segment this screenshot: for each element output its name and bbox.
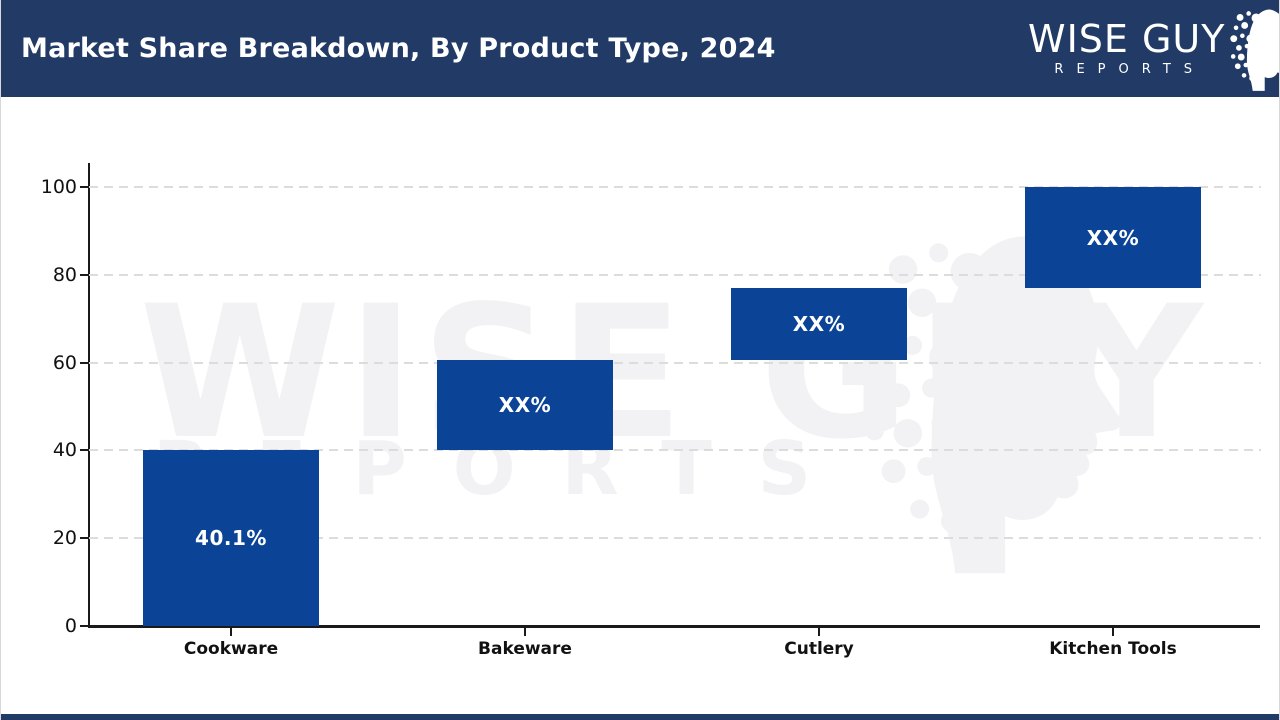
bar-value-label: 40.1% (195, 525, 267, 550)
y-axis-line (88, 163, 90, 627)
bar-value-label: XX% (792, 311, 846, 336)
x-category-label: Kitchen Tools (1049, 639, 1177, 659)
bar-value-label: XX% (1086, 225, 1140, 250)
logo-subtitle: REPORTS (1054, 62, 1206, 77)
footer-bar (1, 714, 1279, 720)
y-tick-label: 100 (40, 176, 77, 198)
header-bar: Market Share Breakdown, By Product Type,… (1, 0, 1279, 97)
x-tick (1112, 628, 1114, 636)
x-tick (230, 628, 232, 636)
y-tick (80, 273, 88, 276)
bar-cutlery: XX% (731, 288, 907, 360)
logo-name: WISE GUY (1028, 17, 1226, 61)
x-axis-line (88, 625, 1260, 628)
y-tick (80, 625, 88, 627)
page-title: Market Share Breakdown, By Product Type,… (21, 33, 776, 64)
y-tick (80, 537, 88, 540)
gridline (89, 361, 1261, 364)
y-tick-label: 80 (52, 263, 77, 286)
gridline (89, 449, 1261, 452)
x-tick (524, 628, 526, 636)
bar-bakeware: XX% (437, 359, 613, 450)
x-category-label: Cutlery (784, 639, 854, 659)
x-tick (818, 628, 820, 636)
y-tick-label: 0 (64, 615, 77, 637)
y-tick-label: 20 (52, 527, 77, 550)
bar-value-label: XX% (498, 392, 552, 417)
bar-cookware: 40.1% (143, 449, 319, 626)
logo-text: WISE GUY REPORTS (1028, 20, 1225, 77)
y-tick-label: 40 (52, 439, 77, 462)
y-tick-label: 60 (52, 351, 77, 374)
y-tick (80, 449, 88, 452)
wiseguy-logo: WISE GUY REPORTS (1028, 0, 1279, 97)
gridline (89, 273, 1261, 276)
y-tick (80, 186, 88, 188)
bar-kitchen-tools: XX% (1025, 187, 1201, 289)
wiseguy-face-icon (1230, 8, 1279, 91)
gridline (89, 537, 1261, 540)
y-tick (80, 361, 88, 364)
gridline (89, 186, 1261, 188)
x-category-label: Bakeware (478, 639, 572, 659)
x-category-label: Cookware (183, 639, 279, 659)
